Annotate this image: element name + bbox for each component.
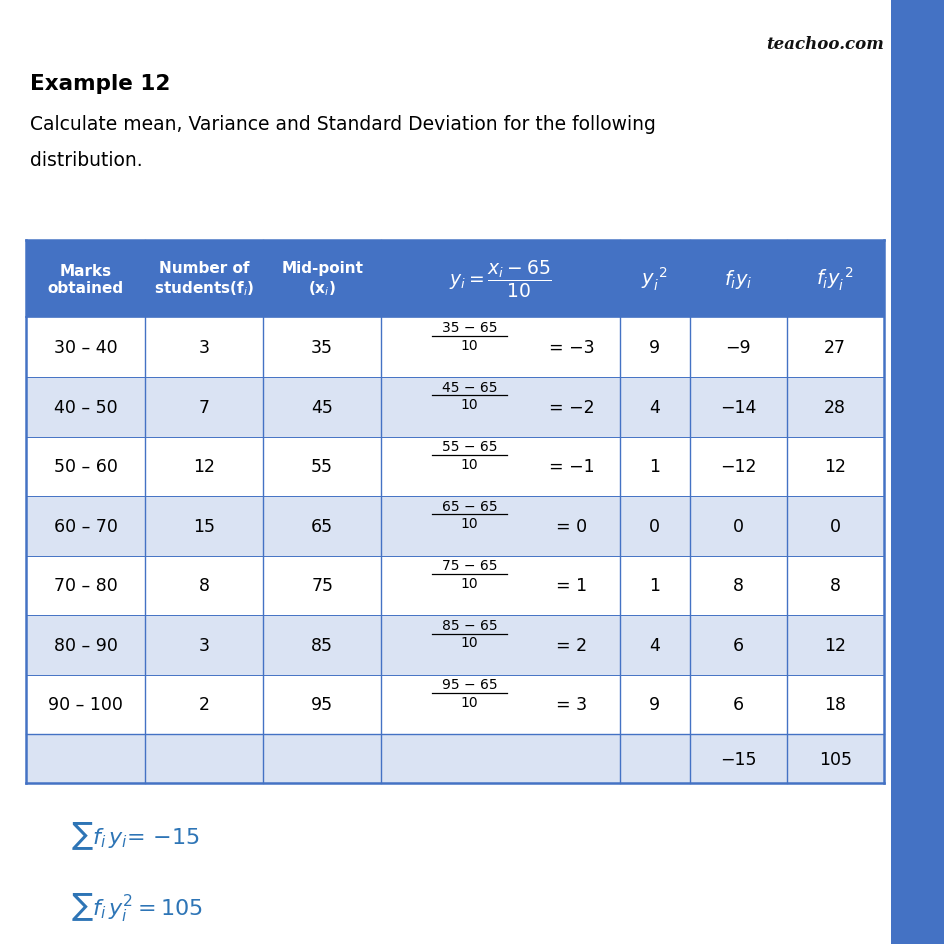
Text: = 1: = 1 xyxy=(556,577,587,595)
Bar xyxy=(26,556,883,615)
Bar xyxy=(26,615,883,675)
Text: 35 − 65: 35 − 65 xyxy=(441,321,497,335)
Bar xyxy=(26,241,883,318)
Text: 65: 65 xyxy=(311,517,333,535)
Text: 12: 12 xyxy=(823,636,845,654)
Text: −9: −9 xyxy=(725,339,750,357)
Text: 27: 27 xyxy=(823,339,845,357)
Text: 6: 6 xyxy=(732,696,743,714)
Bar xyxy=(26,437,883,497)
Text: = 3: = 3 xyxy=(556,696,587,714)
Text: 45: 45 xyxy=(311,398,332,416)
Text: 80 – 90: 80 – 90 xyxy=(54,636,117,654)
Text: = −3: = −3 xyxy=(548,339,594,357)
Text: 9: 9 xyxy=(649,696,660,714)
Text: 85 − 65: 85 − 65 xyxy=(441,618,497,632)
Text: distribution.: distribution. xyxy=(30,151,143,170)
Text: 0: 0 xyxy=(732,517,743,535)
Text: = 0: = 0 xyxy=(556,517,587,535)
Text: 4: 4 xyxy=(649,636,660,654)
Text: 1: 1 xyxy=(649,458,660,476)
Text: −12: −12 xyxy=(719,458,756,476)
Text: 10: 10 xyxy=(460,398,478,412)
Text: 10: 10 xyxy=(460,576,478,590)
Text: 8: 8 xyxy=(198,577,210,595)
Text: 18: 18 xyxy=(823,696,845,714)
Text: 70 – 80: 70 – 80 xyxy=(54,577,117,595)
Text: 8: 8 xyxy=(732,577,743,595)
Text: 45 − 65: 45 − 65 xyxy=(441,380,497,394)
Text: −14: −14 xyxy=(719,398,756,416)
Bar xyxy=(26,497,883,556)
Text: 85: 85 xyxy=(311,636,333,654)
Text: 3: 3 xyxy=(198,339,210,357)
Text: 12: 12 xyxy=(823,458,845,476)
Text: −15: −15 xyxy=(719,750,756,768)
Text: 55: 55 xyxy=(311,458,333,476)
Text: 0: 0 xyxy=(649,517,660,535)
Text: $\sum f_i\,y_i^2 = 105$: $\sum f_i\,y_i^2 = 105$ xyxy=(71,890,203,922)
Text: teachoo.com: teachoo.com xyxy=(765,36,883,53)
Text: 10: 10 xyxy=(460,339,478,352)
Bar xyxy=(26,675,883,734)
Text: 95 − 65: 95 − 65 xyxy=(441,678,497,691)
Text: $f_iy_i^{\ 2}$: $f_iy_i^{\ 2}$ xyxy=(816,266,853,293)
Text: 10: 10 xyxy=(460,636,478,649)
Text: 1: 1 xyxy=(649,577,660,595)
Text: = −2: = −2 xyxy=(548,398,594,416)
Text: 40 – 50: 40 – 50 xyxy=(54,398,117,416)
Text: Marks
obtained: Marks obtained xyxy=(47,263,124,295)
Bar xyxy=(26,318,883,378)
Text: = 2: = 2 xyxy=(556,636,587,654)
Text: 10: 10 xyxy=(460,517,478,531)
Text: 90 – 100: 90 – 100 xyxy=(48,696,123,714)
Text: Number of
students(f$_i$): Number of students(f$_i$) xyxy=(154,261,254,297)
Text: 55 − 65: 55 − 65 xyxy=(441,440,497,453)
Text: $y_i = \dfrac{x_i - 65}{10}$: $y_i = \dfrac{x_i - 65}{10}$ xyxy=(448,259,551,300)
Text: 75: 75 xyxy=(311,577,333,595)
Text: = −1: = −1 xyxy=(548,458,594,476)
Text: 28: 28 xyxy=(823,398,845,416)
Bar xyxy=(890,0,944,944)
Text: $y_i^{\ 2}$: $y_i^{\ 2}$ xyxy=(641,266,667,293)
Text: 4: 4 xyxy=(649,398,660,416)
Text: $\sum f_i\,y_i$= $-$15: $\sum f_i\,y_i$= $-$15 xyxy=(71,819,199,851)
Text: 10: 10 xyxy=(460,458,478,471)
Text: 75 − 65: 75 − 65 xyxy=(441,559,497,572)
Text: 30 – 40: 30 – 40 xyxy=(54,339,117,357)
Text: 65 − 65: 65 − 65 xyxy=(441,499,497,514)
Text: 105: 105 xyxy=(818,750,851,768)
Bar xyxy=(26,378,883,437)
Bar xyxy=(26,734,883,784)
Text: 10: 10 xyxy=(460,695,478,709)
Text: Mid-point
(x$_i$): Mid-point (x$_i$) xyxy=(281,261,362,297)
Text: 60 – 70: 60 – 70 xyxy=(54,517,117,535)
Text: Calculate mean, Variance and Standard Deviation for the following: Calculate mean, Variance and Standard De… xyxy=(30,115,655,134)
Text: 35: 35 xyxy=(311,339,333,357)
Text: 9: 9 xyxy=(649,339,660,357)
Text: 3: 3 xyxy=(198,636,210,654)
Text: 15: 15 xyxy=(193,517,214,535)
Text: Example 12: Example 12 xyxy=(30,74,171,93)
Text: 50 – 60: 50 – 60 xyxy=(54,458,117,476)
Text: 8: 8 xyxy=(829,577,840,595)
Text: 0: 0 xyxy=(829,517,840,535)
Text: 7: 7 xyxy=(198,398,210,416)
Text: 95: 95 xyxy=(311,696,333,714)
Text: 12: 12 xyxy=(193,458,214,476)
Text: 6: 6 xyxy=(732,636,743,654)
Text: 2: 2 xyxy=(198,696,210,714)
Text: $f_iy_i$: $f_iy_i$ xyxy=(723,268,751,291)
